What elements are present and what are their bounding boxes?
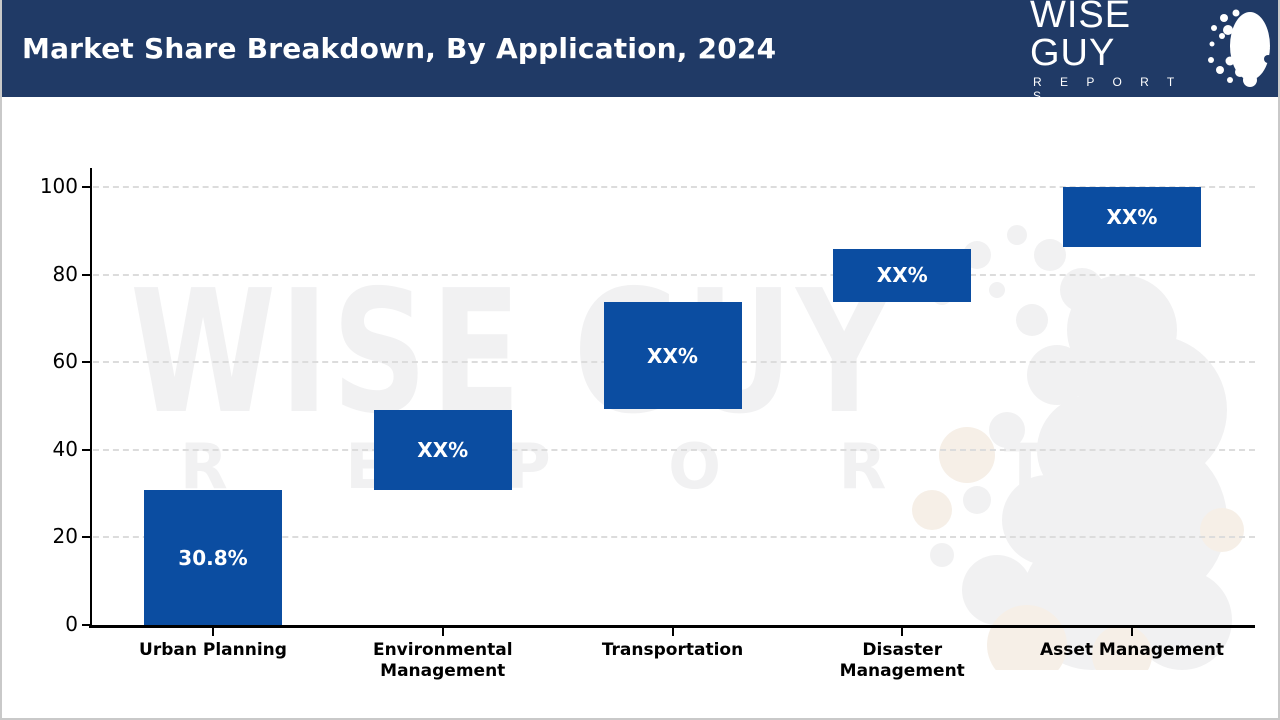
y-tick-mark [82, 361, 91, 364]
x-tick-mark [671, 628, 674, 636]
y-tick-label: 60 [52, 349, 78, 374]
brand-head-icon [1208, 9, 1270, 87]
brand-subtitle: R E P O R T S [1033, 74, 1182, 103]
y-tick-mark [82, 624, 91, 626]
x-category-label-asset-management: Asset Management [1039, 640, 1225, 660]
y-tick-label: 0 [65, 612, 78, 636]
bar-value-label: XX% [1106, 205, 1158, 229]
bar-asset-management: XX% [1063, 187, 1201, 247]
bar-transportation: XX% [603, 301, 742, 410]
page-title: Market Share Breakdown, By Application, … [22, 32, 777, 65]
x-tick-mark [441, 628, 444, 636]
x-tick-mark [212, 628, 214, 636]
y-tick-mark [82, 536, 91, 539]
y-tick-mark [82, 186, 91, 188]
y-tick-label: 100 [39, 174, 78, 198]
bar-value-label: XX% [876, 263, 928, 288]
x-category-label-transportation: Transportation [601, 640, 744, 660]
bar-urban-planning: 30.8% [144, 490, 282, 625]
x-tick-mark [1131, 628, 1133, 636]
y-tick-label: 20 [52, 524, 78, 549]
y-tick-mark [82, 448, 91, 451]
gridline-80 [93, 273, 1255, 276]
bar-value-label: 30.8% [178, 545, 248, 570]
y-tick-label: 80 [52, 261, 78, 286]
gridline-40 [93, 448, 1255, 451]
brand-logo-text: WISE GUY R E P O R T S [1030, 0, 1202, 103]
gridline-20 [93, 536, 1255, 539]
x-category-label-disaster-management: Disaster Management [839, 640, 965, 682]
x-axis-line [89, 625, 1255, 628]
bar-value-label: XX% [647, 343, 698, 368]
y-tick-mark [82, 273, 91, 276]
bar-disaster-management: XX% [833, 248, 972, 302]
y-tick-label: 40 [52, 436, 78, 461]
x-category-label-urban-planning: Urban Planning [139, 640, 287, 660]
gridline-100 [93, 186, 1255, 188]
y-axis-line [90, 168, 92, 628]
header: Market Share Breakdown, By Application, … [2, 0, 1278, 103]
brand-name: WISE GUY [1030, 0, 1132, 74]
bar-environmental-management: XX% [373, 409, 512, 491]
x-category-label-environmental-management: Environmental Management [372, 640, 513, 682]
x-tick-mark [901, 628, 904, 636]
brand-logo: WISE GUY R E P O R T S [1030, 0, 1270, 103]
bar-value-label: XX% [417, 437, 469, 462]
